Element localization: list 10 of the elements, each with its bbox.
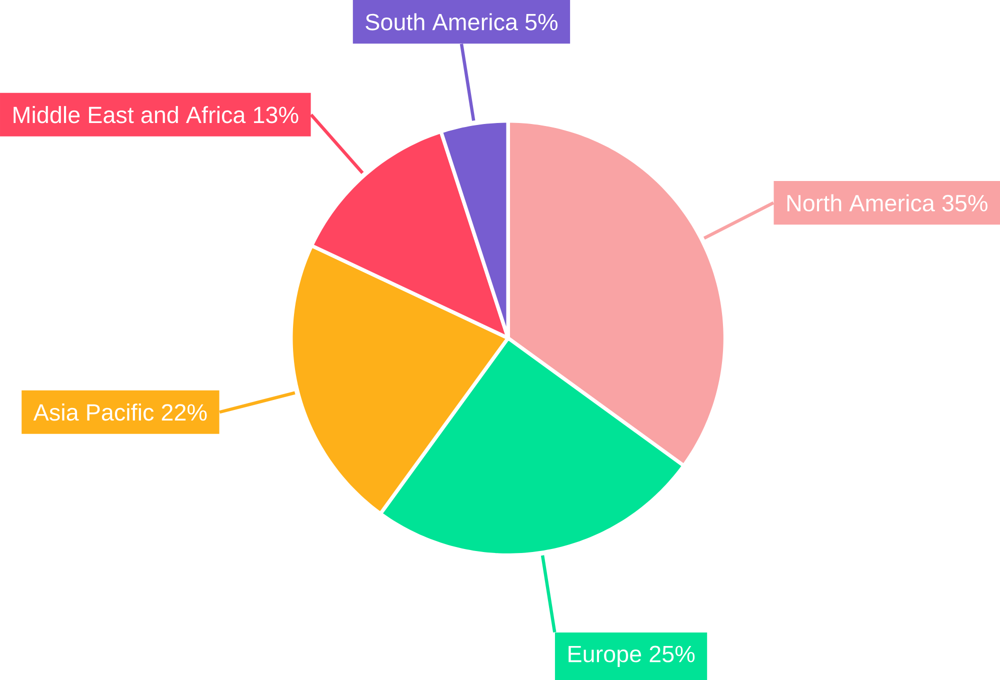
slice-label: Middle East and Africa (14, 106, 246, 124)
slice-label: Asia Pacific (33, 403, 154, 421)
data-label: 13% (254, 106, 298, 124)
slice-label: Europe (568, 646, 642, 667)
data-label: 5% (525, 14, 558, 30)
data-label: 25% (650, 646, 695, 662)
slice-label: South America (366, 13, 518, 30)
slice-label: North America (787, 194, 935, 212)
data-label: 22% (162, 404, 207, 421)
data-label: 35% (942, 194, 988, 212)
